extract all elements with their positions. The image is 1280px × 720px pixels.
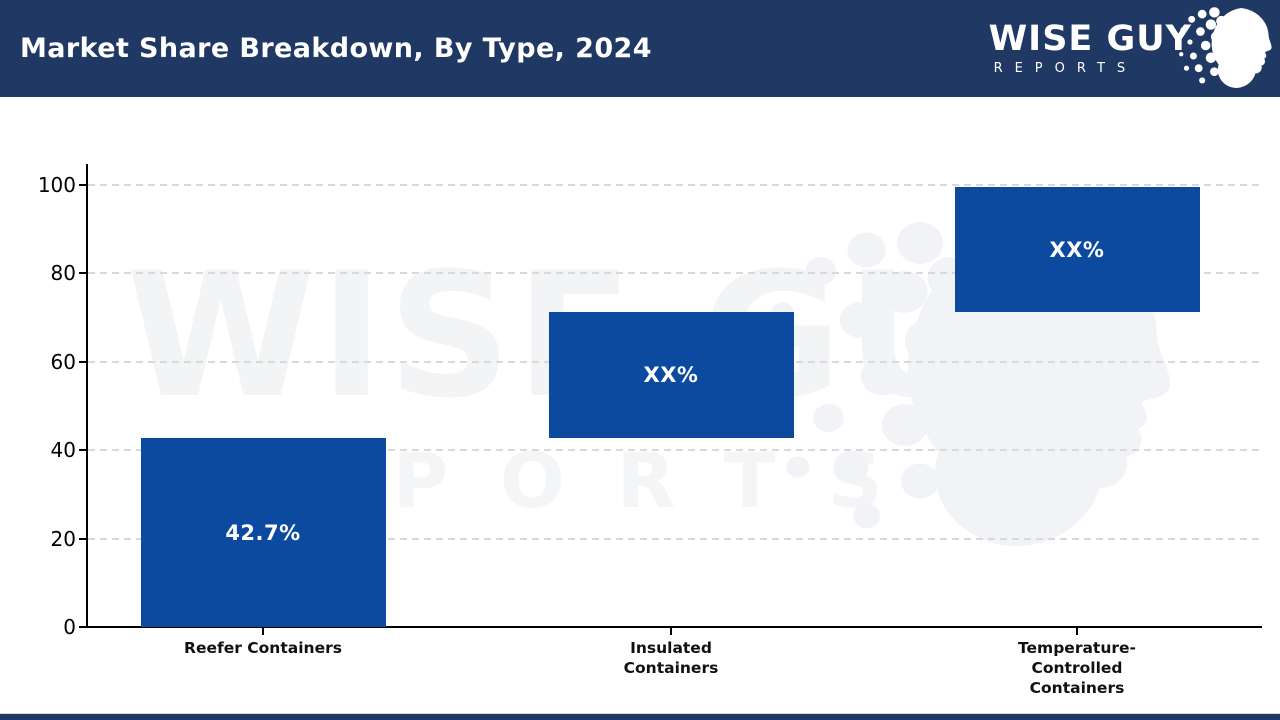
footer-bar (0, 714, 1280, 720)
bar-value-label: XX% (643, 363, 699, 388)
bar-segment: XX% (954, 187, 1200, 312)
gridline-80 (88, 272, 1262, 275)
y-tick-mark-20 (79, 537, 86, 540)
logo-text: WISE GUY REPORTS (988, 19, 1192, 77)
bar-segment: XX% (548, 311, 794, 439)
y-tick-label-0: 0 (63, 615, 76, 639)
gridline-100 (88, 184, 1262, 186)
gridline-20 (88, 537, 1262, 540)
logo-dotted-head-icon (1176, 7, 1272, 91)
bottom-divider (0, 713, 1280, 714)
y-tick-label-100: 100 (37, 173, 76, 197)
x-tick-mark-2 (1076, 628, 1078, 635)
y-tick-mark-60 (79, 360, 86, 363)
x-tick-mark-0 (262, 628, 264, 635)
wise-guy-reports-logo: WISE GUY REPORTS (989, 6, 1272, 92)
y-tick-mark-40 (79, 449, 86, 452)
x-axis-line (86, 626, 1262, 628)
chart-title: Market Share Breakdown, By Type, 2024 (20, 33, 652, 64)
x-category-label: Temperature- Controlled Containers (1018, 639, 1136, 697)
y-tick-label-60: 60 (50, 349, 76, 374)
bar-value-label: XX% (1049, 237, 1105, 262)
y-tick-label-80: 80 (50, 261, 76, 286)
y-tick-mark-80 (79, 272, 86, 275)
x-category-label: Reefer Containers (184, 639, 342, 657)
y-tick-label-40: 40 (50, 438, 76, 463)
logo-wiseguy-text: WISE GUY (988, 19, 1192, 59)
y-tick-mark-100 (79, 184, 86, 186)
y-tick-mark-0 (79, 626, 86, 628)
y-tick-label-20: 20 (50, 526, 76, 551)
x-tick-mark-1 (670, 628, 672, 635)
gridline-40 (88, 449, 1262, 452)
bar-value-label: 42.7% (225, 520, 301, 545)
logo-reports-text: REPORTS (993, 61, 1138, 76)
header-bar: Market Share Breakdown, By Type, 2024 WI… (0, 0, 1280, 97)
x-category-label: Insulated Containers (623, 639, 719, 677)
bar-segment: 42.7% (140, 438, 386, 627)
y-axis-line (86, 164, 88, 628)
